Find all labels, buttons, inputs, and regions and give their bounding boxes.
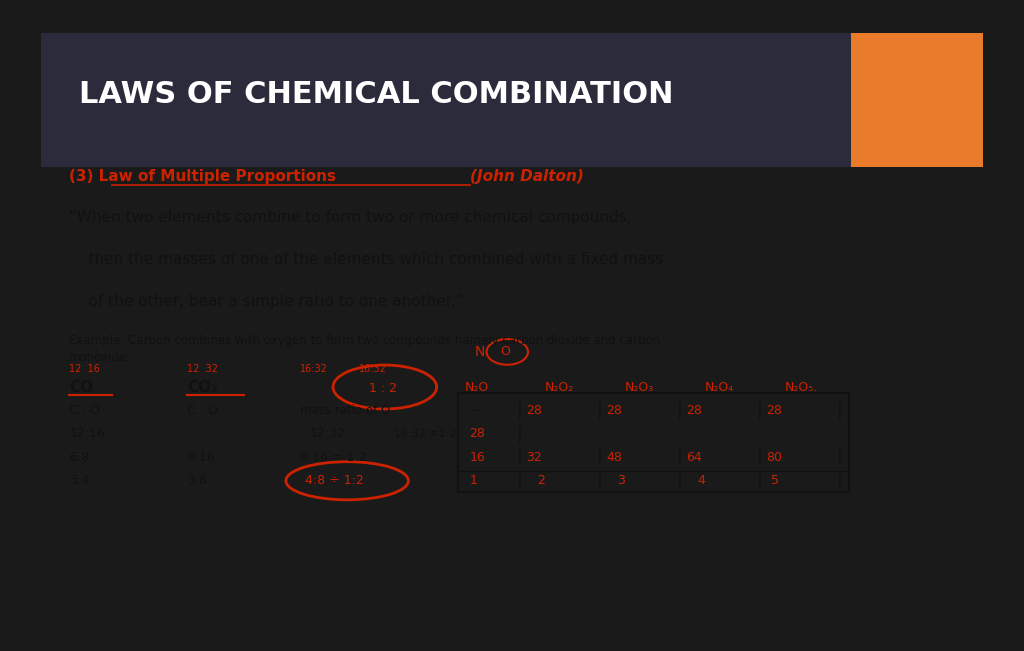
Text: 32: 32 [526,451,542,464]
Text: 64: 64 [686,451,702,464]
Text: 3:8: 3:8 [187,475,207,487]
Text: 8:16 = 1:2: 8:16 = 1:2 [300,451,367,464]
Text: |: | [757,472,763,490]
Text: 12:16: 12:16 [70,428,105,440]
Text: 4: 4 [697,475,706,487]
Text: 16:32: 16:32 [359,365,387,374]
Text: |: | [677,472,682,490]
Text: (John Dalton): (John Dalton) [470,169,584,184]
Text: 12  32: 12 32 [187,365,218,374]
Text: C : O: C : O [187,404,218,417]
Text: |: | [597,402,602,419]
Text: 28: 28 [766,404,782,417]
Text: “When two elements combine to form two or more chemical compounds,: “When two elements combine to form two o… [70,210,632,225]
Text: N₂O₅.: N₂O₅. [785,381,818,393]
Text: |: | [517,425,522,443]
Text: C : O: C : O [70,404,100,417]
Text: 6:16: 6:16 [187,451,215,464]
Text: |: | [837,472,843,490]
Text: 4:8 ÷ 1:2: 4:8 ÷ 1:2 [305,475,364,487]
Text: |: | [517,449,522,466]
Text: |: | [677,402,682,419]
Text: monoxide.: monoxide. [70,352,131,364]
Text: 1 : 2: 1 : 2 [369,381,397,395]
Text: N₂O₃: N₂O₃ [625,381,654,393]
Text: CO₂: CO₂ [187,380,218,395]
Text: 2: 2 [538,475,546,487]
Bar [851,33,983,167]
Text: |: | [757,449,763,466]
Text: |: | [677,449,682,466]
Text: 3:4: 3:4 [70,475,89,487]
Text: 28: 28 [686,404,702,417]
Text: 16:32 ≡1:2: 16:32 ≡1:2 [394,429,457,439]
Text: mass ratio of O: mass ratio of O [300,404,390,417]
Text: |: | [597,472,602,490]
Text: |: | [837,402,843,419]
Text: (3) Law of Multiple Proportions: (3) Law of Multiple Proportions [70,169,341,184]
Text: 3: 3 [617,475,626,487]
Text: 12  16: 12 16 [70,365,100,374]
Text: |: | [517,472,522,490]
Text: 28: 28 [470,428,485,440]
Text: |: | [597,449,602,466]
Text: —: — [470,404,482,417]
Text: |: | [837,449,843,466]
Text: N: N [474,345,484,359]
Text: 48: 48 [606,451,623,464]
Text: 5: 5 [771,475,779,487]
Text: of the other, bear a simple ratio to one another.”: of the other, bear a simple ratio to one… [70,294,464,309]
Text: N₂O: N₂O [465,381,489,393]
Text: 28: 28 [526,404,542,417]
Text: 1: 1 [470,475,477,487]
Text: CO: CO [70,380,93,395]
Text: Example: Carbon combines with oxygen to form two compounds namely carbon dioxide: Example: Carbon combines with oxygen to … [70,334,660,346]
Text: then the masses of one of the elements which combined with a fixed mass: then the masses of one of the elements w… [70,252,664,267]
Text: 16: 16 [470,451,485,464]
Text: 28: 28 [606,404,623,417]
Bar [459,393,849,492]
Text: 16:32: 16:32 [300,365,328,374]
Bar [41,33,983,167]
Text: O: O [501,346,511,358]
Text: 80: 80 [766,451,782,464]
Text: N₂O₂: N₂O₂ [545,381,574,393]
Text: |: | [517,402,522,419]
Text: N₂O₄: N₂O₄ [706,381,734,393]
Text: 12:32: 12:32 [309,428,345,440]
Text: 6:8: 6:8 [70,451,89,464]
Text: |: | [757,402,763,419]
Text: LAWS OF CHEMICAL COMBINATION: LAWS OF CHEMICAL COMBINATION [79,79,673,109]
